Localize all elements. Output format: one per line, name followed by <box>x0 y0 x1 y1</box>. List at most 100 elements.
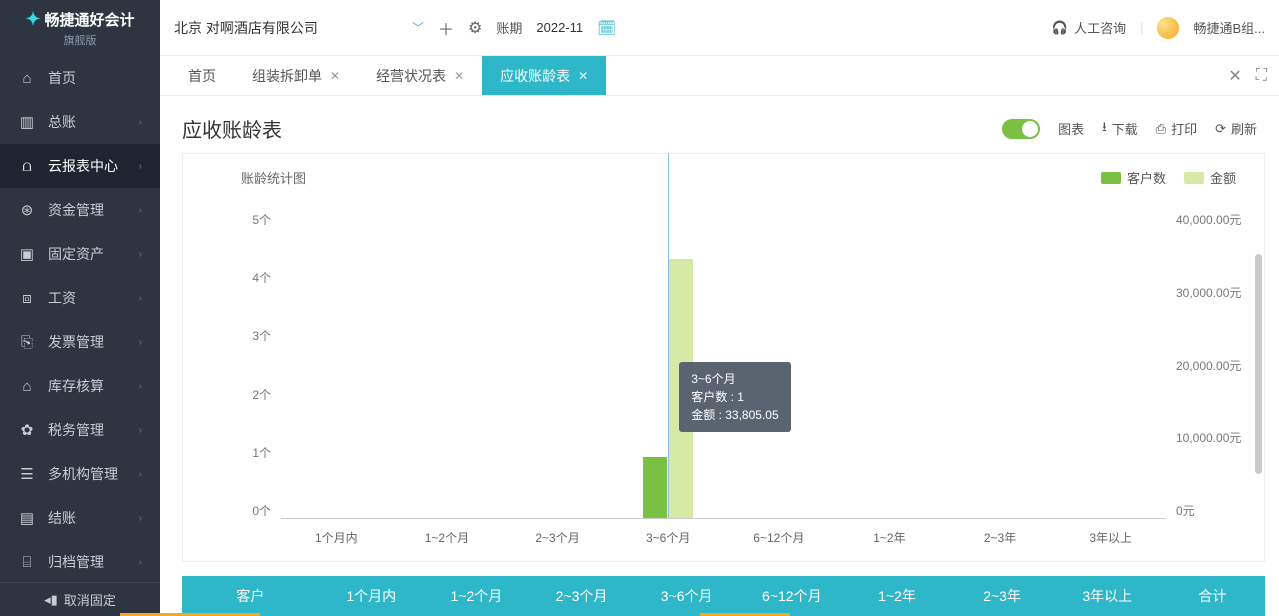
sidebar-item-label: 多机构管理 <box>48 464 118 484</box>
tooltip-line: 金额 : 33,805.05 <box>691 406 778 424</box>
table-header-cell[interactable]: 6~12个月 <box>739 586 844 606</box>
sidebar-item[interactable]: ✿ 税务管理 › <box>0 408 160 452</box>
tabs: 首页组装拆卸单✕经营状况表✕应收账龄表✕ ✕ ⛶ <box>160 56 1279 96</box>
tab[interactable]: 经营状况表 ✕ <box>358 56 482 95</box>
tab-label: 首页 <box>188 66 216 86</box>
x-axis: 1个月内1~2个月2~3个月3~6个月6~12个月1~2年2~3年3年以上 <box>281 523 1166 547</box>
table-header-cell[interactable]: 客户 <box>182 586 319 606</box>
sidebar-item[interactable]: ▣ 固定资产 › <box>0 232 160 276</box>
sidebar-item[interactable]: ⧈ 工资 › <box>0 276 160 320</box>
chevron-right-icon: › <box>139 249 142 260</box>
table-header-cell[interactable]: 2~3个月 <box>529 586 634 606</box>
chart-crosshair <box>668 153 669 518</box>
scrollbar[interactable] <box>1255 254 1262 551</box>
sidebar-item-label: 总账 <box>48 112 76 132</box>
legend-label-customers: 客户数 <box>1127 168 1166 187</box>
sidebar-item-icon: ⎘ <box>18 334 36 351</box>
tab-close-icon[interactable]: ✕ <box>578 69 588 83</box>
brand-edition: 旗舰版 <box>64 32 97 48</box>
chart-tooltip: 3~6个月 客户数 : 1 金额 : 33,805.05 <box>679 362 790 432</box>
x-axis-label: 2~3年 <box>945 523 1056 547</box>
page-header: 应收账龄表 图表 ⭳ 下载 ⎙ 打印 ⟳ 刷新 <box>160 96 1279 153</box>
refresh-icon: ⟳ <box>1215 121 1226 137</box>
brand-name: 畅捷通好会计 <box>45 9 135 30</box>
tab-close-icon[interactable]: ✕ <box>330 69 340 83</box>
settings-icon[interactable]: ⚙ <box>468 18 482 38</box>
table-header: 客户1个月内1~2个月2~3个月3~6个月6~12个月1~2年2~3年3年以上合… <box>182 576 1265 616</box>
legend-swatch-customers <box>1101 172 1121 184</box>
sidebar-item-icon: ▥ <box>18 113 36 131</box>
bar-customers[interactable] <box>643 457 667 518</box>
consult-link[interactable]: 🎧 人工咨询 <box>1052 18 1126 37</box>
table-header-cell[interactable]: 合计 <box>1160 586 1265 606</box>
legend-amount[interactable]: 金额 <box>1184 168 1236 187</box>
x-axis-label: 6~12个月 <box>724 523 835 547</box>
chart-toggle[interactable] <box>1002 119 1040 139</box>
sidebar-item[interactable]: ⌂ 库存核算 › <box>0 364 160 408</box>
bar-slot <box>281 211 392 518</box>
x-axis-label: 3年以上 <box>1055 523 1166 547</box>
table-header-cell[interactable]: 2~3年 <box>950 586 1055 606</box>
table-header-cell[interactable]: 1~2年 <box>844 586 949 606</box>
sidebar-item[interactable]: ⌂ 首页 <box>0 56 160 100</box>
scrollbar-thumb[interactable] <box>1255 254 1262 474</box>
sidebar-item[interactable]: ⊛ 资金管理 › <box>0 188 160 232</box>
chart-plot: 3~6个月 客户数 : 1 金额 : 33,805.05 <box>281 211 1166 519</box>
chart-legend: 客户数 金额 <box>1101 168 1236 187</box>
sidebar-item-icon: ✿ <box>18 421 36 439</box>
close-all-icon[interactable]: ✕ <box>1228 66 1241 86</box>
tab-label: 经营状况表 <box>376 66 446 86</box>
pin-toggle[interactable]: ◂▮ 取消固定 <box>0 582 160 616</box>
bar-slot: 3~6个月 客户数 : 1 金额 : 33,805.05 <box>613 211 724 518</box>
table-header-cell[interactable]: 3~6个月 <box>634 586 739 606</box>
legend-customers[interactable]: 客户数 <box>1101 168 1166 187</box>
bar-slot <box>392 211 503 518</box>
sidebar-item-icon: ☰ <box>18 465 36 483</box>
fullscreen-icon[interactable]: ⛶ <box>1256 67 1267 85</box>
table-header-cell[interactable]: 1~2个月 <box>424 586 529 606</box>
user-avatar[interactable] <box>1157 17 1179 39</box>
sidebar-item[interactable]: ⌸ 归档管理 › <box>0 540 160 582</box>
x-axis-label: 1个月内 <box>281 523 392 547</box>
sidebar-item-icon: ⌂ <box>18 70 36 87</box>
sidebar-item[interactable]: ▤ 结账 › <box>0 496 160 540</box>
sidebar-item-label: 发票管理 <box>48 332 104 352</box>
x-axis-label: 3~6个月 <box>613 523 724 547</box>
bar-slot <box>945 211 1056 518</box>
chevron-right-icon: › <box>139 469 142 480</box>
calendar-icon[interactable]: 🗓 <box>597 19 616 37</box>
sidebar-item[interactable]: ☰ 多机构管理 › <box>0 452 160 496</box>
sidebar-item[interactable]: ⩍ 云报表中心 › <box>0 144 160 188</box>
chevron-right-icon: › <box>139 425 142 436</box>
tab[interactable]: 组装拆卸单✕ <box>234 56 358 95</box>
company-selector[interactable]: 北京 对啊酒店有限公司 ﹀ <box>174 18 424 38</box>
period-value[interactable]: 2022-11 <box>536 20 583 35</box>
refresh-button[interactable]: ⟳ 刷新 <box>1215 119 1257 138</box>
print-icon: ⎙ <box>1156 121 1166 137</box>
bar-slot <box>834 211 945 518</box>
content: 账龄统计图 客户数 金额 5个4个3个2个1个0个 40,000.00元30,0… <box>160 153 1279 616</box>
tab[interactable]: 应收账龄表✕ <box>482 56 606 95</box>
chart-title: 账龄统计图 <box>241 168 1246 187</box>
table-header-cell[interactable]: 1个月内 <box>319 586 424 606</box>
sidebar-item[interactable]: ⎘ 发票管理 › <box>0 320 160 364</box>
tab-close-icon[interactable]: ✕ <box>454 69 464 83</box>
chart-bars: 3~6个月 客户数 : 1 金额 : 33,805.05 <box>281 211 1166 518</box>
sidebar-item[interactable]: ▥ 总账 › <box>0 100 160 144</box>
download-button[interactable]: ⭳ 下载 <box>1102 118 1138 140</box>
table-header-cell[interactable]: 3年以上 <box>1055 586 1160 606</box>
print-button[interactable]: ⎙ 打印 <box>1156 119 1197 138</box>
chevron-right-icon: › <box>139 293 142 304</box>
page-title: 应收账龄表 <box>182 114 282 143</box>
company-name: 北京 对啊酒店有限公司 <box>174 18 318 38</box>
tooltip-title: 3~6个月 <box>691 370 778 388</box>
sidebar-item-label: 库存核算 <box>48 376 104 396</box>
chevron-right-icon: › <box>139 513 142 524</box>
chevron-right-icon: › <box>139 205 142 216</box>
sidebar-item-label: 首页 <box>48 68 76 88</box>
tab[interactable]: 首页 <box>170 56 234 95</box>
username[interactable]: 畅捷通B组... <box>1193 18 1265 37</box>
chevron-right-icon: › <box>139 557 142 568</box>
add-icon[interactable]: ＋ <box>438 16 454 40</box>
chevron-down-icon: ﹀ <box>412 19 424 36</box>
